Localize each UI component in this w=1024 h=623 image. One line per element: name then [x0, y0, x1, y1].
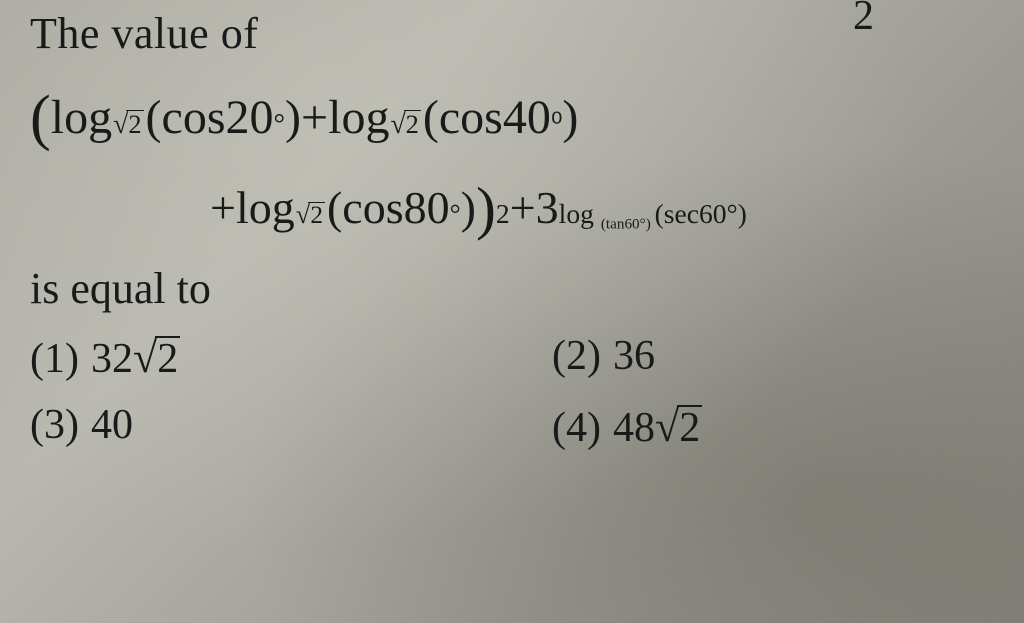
- log-3-base: √ 2: [296, 199, 325, 230]
- log-2-base: √ 2: [390, 108, 420, 140]
- sqrt-radicand: 2: [126, 110, 143, 137]
- option-1-num: (1): [30, 335, 79, 383]
- expression-line-2: + log √ 2 ( cos 80 ° ) ) 2 + 3 log (tan6…: [30, 169, 994, 238]
- option-1-coeff: 32: [91, 335, 133, 383]
- cos-2: cos: [439, 90, 503, 145]
- option-1: (1) 32 √ 2: [30, 332, 472, 383]
- sqrt-radicand: 2: [677, 405, 702, 449]
- sqrt-icon: √: [655, 401, 679, 452]
- cos-3-val: 80: [404, 181, 450, 234]
- problem-intro: The value of: [30, 8, 994, 59]
- exp-log-arg: (sec60°): [655, 198, 747, 229]
- squared-exponent: 2: [496, 198, 510, 230]
- base-3: 3: [536, 181, 559, 234]
- arg-open-2: (: [423, 90, 439, 145]
- plus-3: +: [510, 181, 536, 234]
- expression-line-1: ( log √ 2 ( cos 20 ° ) + log √ 2 ( cos 4…: [30, 77, 994, 149]
- option-3-val: 40: [91, 401, 133, 449]
- degree-icon: °: [450, 198, 461, 230]
- arg-open-1: (: [146, 90, 162, 145]
- option-2-val: 36: [613, 332, 655, 380]
- cos-2-val: 40: [503, 90, 551, 145]
- cos-1-val: 20: [226, 90, 274, 145]
- degree-icon: °: [274, 108, 286, 141]
- sqrt-radicand: 2: [155, 336, 180, 380]
- sqrt-icon: √: [133, 332, 157, 383]
- option-2: (2) 36: [552, 332, 994, 383]
- option-2-num: (2): [552, 332, 601, 380]
- option-3: (3) 40: [30, 401, 472, 452]
- cos-1: cos: [162, 90, 226, 145]
- exponent-expression: log (tan60°) (sec60°): [559, 198, 747, 233]
- log-2: log: [328, 90, 389, 145]
- exp-log-base: (tan60°): [601, 215, 655, 232]
- option-4-coeff: 48: [613, 404, 655, 452]
- log-3: log: [236, 181, 295, 234]
- arg-close-3: ): [461, 181, 476, 234]
- sqrt-radicand: 2: [404, 110, 421, 137]
- page-number: 2: [853, 0, 874, 40]
- big-open-paren: (: [30, 82, 51, 154]
- option-4: (4) 48 √ 2: [552, 401, 994, 452]
- log-1-base: √ 2: [113, 108, 143, 140]
- answer-options: (1) 32 √ 2 (2) 36 (3) 40 (4) 48 √ 2: [30, 332, 994, 452]
- option-4-num: (4): [552, 404, 601, 452]
- sqrt-radicand: 2: [308, 202, 325, 228]
- cos-3: cos: [342, 181, 403, 234]
- arg-open-3: (: [327, 181, 342, 234]
- degree-icon: ⁰: [551, 106, 563, 141]
- plus-2: +: [210, 181, 236, 234]
- option-3-num: (3): [30, 401, 79, 449]
- problem-conclusion: is equal to: [30, 263, 994, 314]
- arg-close-2: ): [562, 90, 578, 145]
- arg-close-1: ): [285, 90, 301, 145]
- plus-1: +: [301, 90, 328, 145]
- big-close-paren: ): [476, 174, 496, 243]
- exp-log: log: [559, 198, 594, 229]
- log-1: log: [51, 90, 112, 145]
